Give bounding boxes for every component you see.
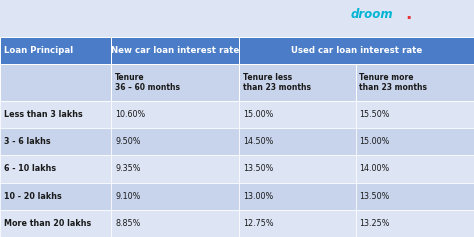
Bar xyxy=(239,182,356,210)
Text: droom: droom xyxy=(351,8,393,21)
Text: Tenure
36 – 60 months: Tenure 36 – 60 months xyxy=(115,73,180,92)
Text: 9.35%: 9.35% xyxy=(115,164,141,173)
Text: 15.50%: 15.50% xyxy=(359,110,390,119)
Bar xyxy=(111,64,239,101)
Bar xyxy=(111,101,239,128)
Text: More than 20 lakhs: More than 20 lakhs xyxy=(4,219,91,228)
Text: 13.25%: 13.25% xyxy=(359,219,390,228)
Text: 15.00%: 15.00% xyxy=(359,137,390,146)
Text: Tenure less
than 23 months: Tenure less than 23 months xyxy=(243,73,311,92)
Bar xyxy=(239,210,356,237)
Text: 13.50%: 13.50% xyxy=(243,164,273,173)
Bar xyxy=(239,37,474,64)
Text: New car loan interest rate: New car loan interest rate xyxy=(111,46,239,55)
Bar xyxy=(356,210,474,237)
Bar xyxy=(356,101,474,128)
Bar xyxy=(356,128,474,155)
Text: 9.50%: 9.50% xyxy=(115,137,141,146)
Bar xyxy=(111,210,239,237)
Text: 6 - 10 lakhs: 6 - 10 lakhs xyxy=(4,164,56,173)
Bar xyxy=(239,101,356,128)
Text: Tenure more
than 23 months: Tenure more than 23 months xyxy=(359,73,427,92)
Bar xyxy=(239,155,356,182)
Text: Used car loan interest rate: Used car loan interest rate xyxy=(291,46,422,55)
Text: 13.00%: 13.00% xyxy=(243,192,273,201)
Text: 9.10%: 9.10% xyxy=(115,192,141,201)
Bar xyxy=(0,37,111,64)
Bar xyxy=(111,128,239,155)
Text: 13.50%: 13.50% xyxy=(359,192,390,201)
Bar xyxy=(0,101,111,128)
Text: 15.00%: 15.00% xyxy=(243,110,273,119)
Bar xyxy=(111,155,239,182)
Bar xyxy=(239,64,356,101)
Bar xyxy=(0,210,111,237)
Bar xyxy=(111,37,239,64)
Text: Loan Principal: Loan Principal xyxy=(4,46,73,55)
Bar xyxy=(0,64,111,101)
Text: 14.00%: 14.00% xyxy=(359,164,390,173)
Bar xyxy=(0,182,111,210)
Bar xyxy=(356,64,474,101)
Text: 3 - 6 lakhs: 3 - 6 lakhs xyxy=(4,137,50,146)
Text: 14.50%: 14.50% xyxy=(243,137,273,146)
Bar xyxy=(239,128,356,155)
Text: 10 - 20 lakhs: 10 - 20 lakhs xyxy=(4,192,62,201)
Text: 10.60%: 10.60% xyxy=(115,110,146,119)
Bar xyxy=(356,182,474,210)
Text: 8.85%: 8.85% xyxy=(115,219,141,228)
Text: Less than 3 lakhs: Less than 3 lakhs xyxy=(4,110,82,119)
Bar xyxy=(0,128,111,155)
Text: 12.75%: 12.75% xyxy=(243,219,274,228)
Bar xyxy=(356,155,474,182)
Bar xyxy=(111,182,239,210)
Text: .: . xyxy=(405,5,411,23)
Bar xyxy=(0,155,111,182)
